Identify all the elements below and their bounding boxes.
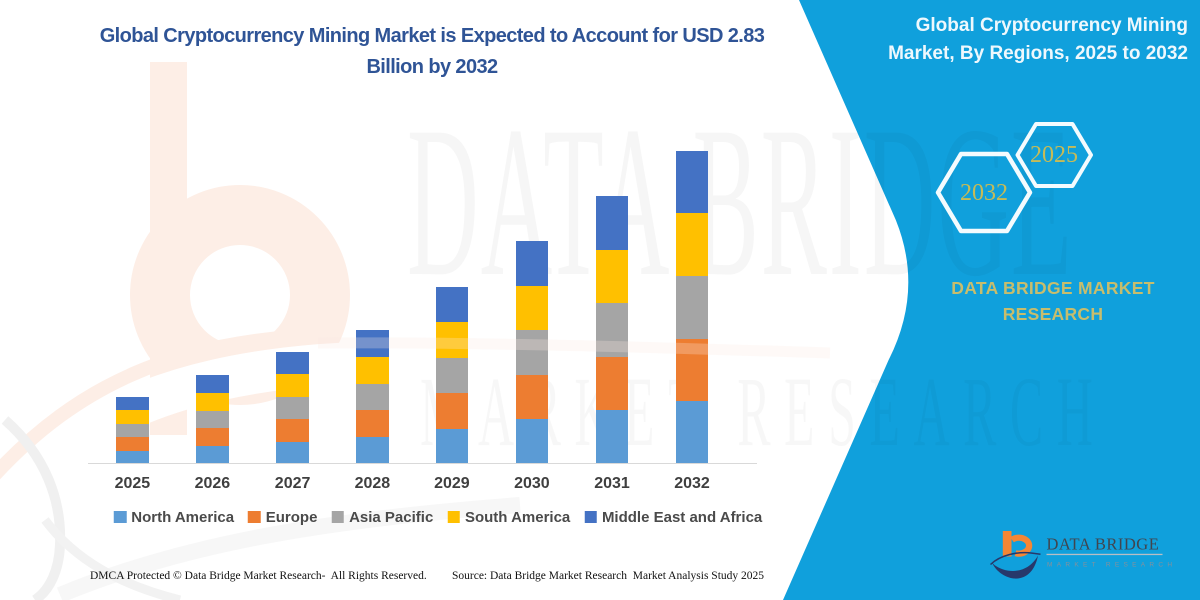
svg-text:DATA BRIDGE: DATA BRIDGE <box>1047 535 1160 554</box>
svg-text:2025: 2025 <box>1030 142 1078 168</box>
svg-text:MARKET RESEARCH: MARKET RESEARCH <box>1047 562 1175 569</box>
svg-text:2032: 2032 <box>960 180 1008 206</box>
